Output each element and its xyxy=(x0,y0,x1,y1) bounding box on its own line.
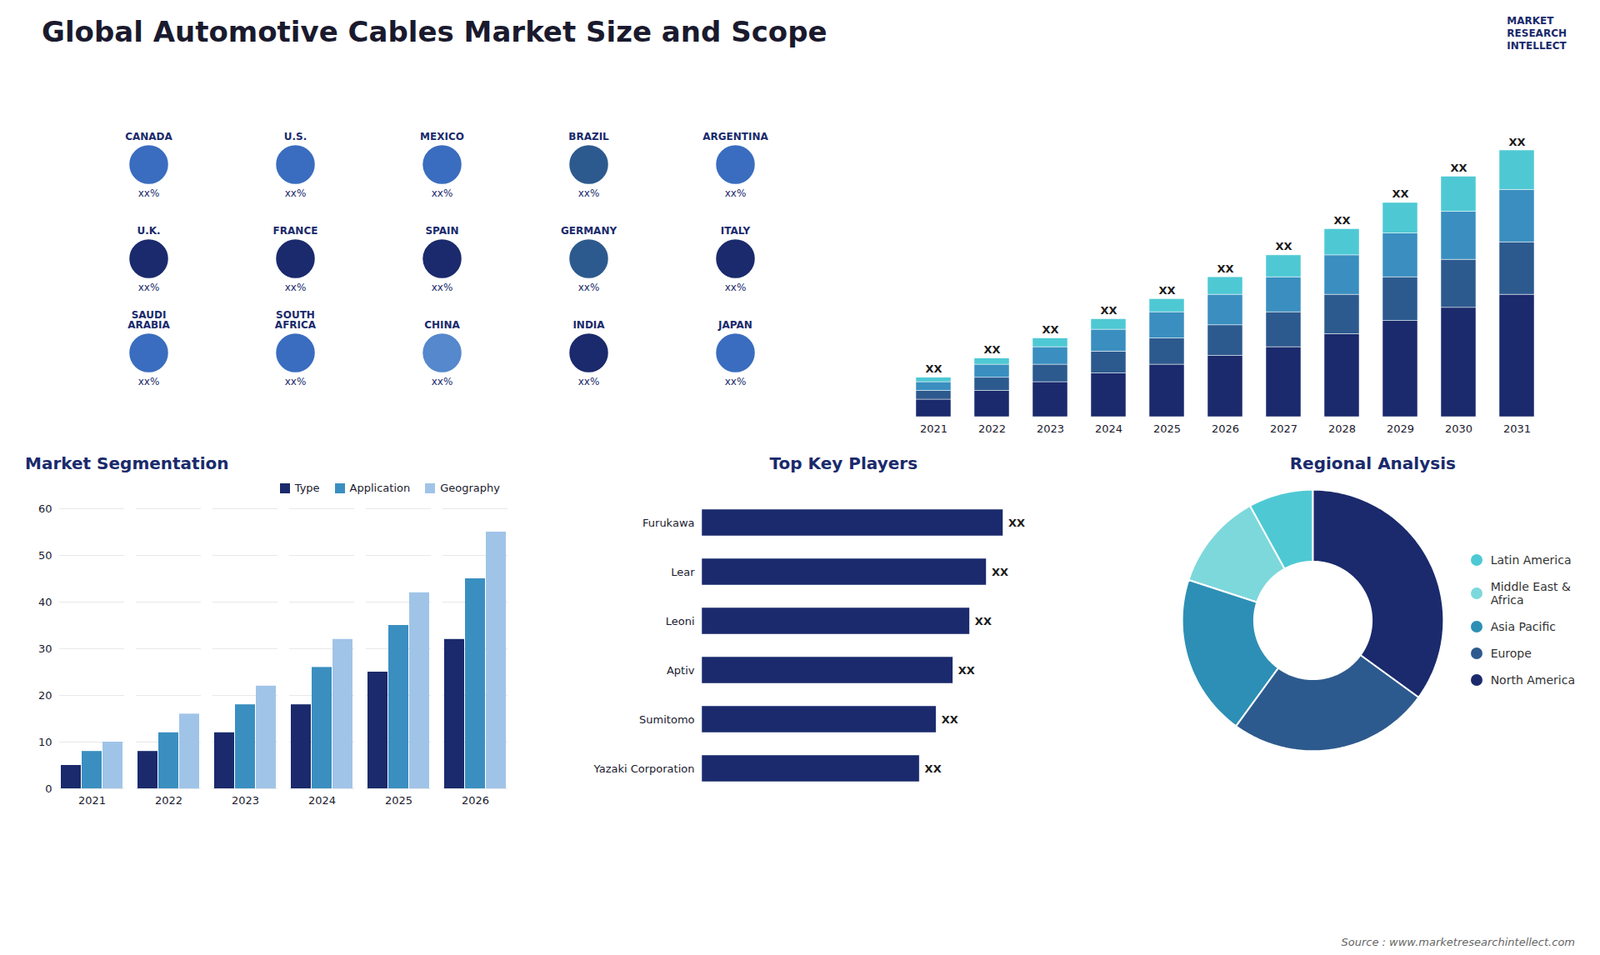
svg-text:FRANCE: FRANCE xyxy=(273,225,319,237)
html-text:Top Key Players: Top Key Players xyxy=(769,453,918,474)
svg-text:2026: 2026 xyxy=(1211,422,1240,435)
html-text:Regional Analysis: Regional Analysis xyxy=(1289,453,1456,474)
svg-text:2022: 2022 xyxy=(155,794,183,807)
svg-text:XX: XX xyxy=(975,615,992,628)
svg-text:2021: 2021 xyxy=(78,794,106,807)
svg-text:Furukawa: Furukawa xyxy=(642,516,695,530)
svg-text:XX: XX xyxy=(1275,240,1292,253)
html-text:Asia Pacific: Asia Pacific xyxy=(1490,620,1556,634)
svg-text:60: 60 xyxy=(38,502,53,515)
svg-text:XX: XX xyxy=(1100,304,1117,317)
svg-text:XX: XX xyxy=(925,362,942,375)
svg-text:2026: 2026 xyxy=(461,794,490,807)
svg-text:2023: 2023 xyxy=(1036,422,1065,435)
svg-text:50: 50 xyxy=(38,549,53,562)
svg-text:2021: 2021 xyxy=(920,422,948,435)
svg-text:Yazaki Corporation: Yazaki Corporation xyxy=(593,762,695,775)
svg-text:MEXICO: MEXICO xyxy=(420,130,465,143)
svg-text:Leoni: Leoni xyxy=(665,615,695,628)
html-text:Latin America: Latin America xyxy=(1490,553,1572,567)
svg-text:40: 40 xyxy=(38,595,53,609)
svg-text:XX: XX xyxy=(941,713,959,726)
svg-text:xx%: xx% xyxy=(431,281,454,294)
svg-text:SAUDIARABIA: SAUDIARABIA xyxy=(127,309,170,331)
svg-text:2029: 2029 xyxy=(1386,422,1415,435)
svg-text:XX: XX xyxy=(1158,284,1175,297)
svg-text:Sumitomo: Sumitomo xyxy=(639,713,695,726)
svg-text:30: 30 xyxy=(38,642,53,655)
svg-text:XX: XX xyxy=(1216,262,1234,275)
svg-text:2027: 2027 xyxy=(1270,422,1298,435)
svg-text:XX: XX xyxy=(925,762,942,775)
svg-text:ITALY: ITALY xyxy=(720,225,751,237)
svg-text:2022: 2022 xyxy=(978,422,1006,435)
svg-text:xx%: xx% xyxy=(285,375,307,388)
svg-text:20: 20 xyxy=(38,689,53,702)
svg-text:GERMANY: GERMANY xyxy=(560,225,618,237)
html-text:Application: Application xyxy=(349,481,411,494)
svg-text:xx%: xx% xyxy=(578,375,600,388)
svg-text:xx%: xx% xyxy=(578,187,600,200)
svg-text:SPAIN: SPAIN xyxy=(425,225,459,237)
svg-text:INDIA: INDIA xyxy=(572,319,605,331)
html-text:Geography: Geography xyxy=(440,481,500,494)
html-text:MARKET RESEARCH INTELLECT: MARKET RESEARCH INTELLECT xyxy=(1506,15,1567,52)
svg-text:XX: XX xyxy=(983,343,1000,356)
svg-text:xx%: xx% xyxy=(725,375,747,388)
svg-text:XX: XX xyxy=(1333,214,1350,227)
svg-text:10: 10 xyxy=(38,735,53,749)
svg-text:xx%: xx% xyxy=(431,187,454,200)
svg-text:CHINA: CHINA xyxy=(424,319,460,331)
svg-text:U.K.: U.K. xyxy=(136,225,160,237)
svg-text:xx%: xx% xyxy=(285,187,307,200)
svg-text:2031: 2031 xyxy=(1503,422,1531,435)
html-text:Source : www.marketresearchint: Source : www.marketresearchintellect.com xyxy=(1341,935,1575,949)
svg-text:2023: 2023 xyxy=(231,794,260,807)
svg-text:2028: 2028 xyxy=(1328,422,1356,435)
html-text:Market Segmentation: Market Segmentation xyxy=(25,453,229,474)
svg-text:ARGENTINA: ARGENTINA xyxy=(702,130,769,143)
svg-text:JAPAN: JAPAN xyxy=(717,319,753,331)
svg-text:xx%: xx% xyxy=(725,187,747,200)
svg-text:xx%: xx% xyxy=(138,375,160,388)
svg-text:XX: XX xyxy=(991,565,1009,579)
svg-text:xx%: xx% xyxy=(431,375,454,388)
html-text:Europe: Europe xyxy=(1490,646,1532,660)
svg-text:xx%: xx% xyxy=(578,281,600,294)
html-text:North America: North America xyxy=(1490,673,1575,687)
svg-text:2025: 2025 xyxy=(385,794,413,807)
svg-text:xx%: xx% xyxy=(725,281,747,294)
svg-text:XX: XX xyxy=(1450,161,1467,175)
svg-text:2030: 2030 xyxy=(1445,422,1473,435)
svg-text:XX: XX xyxy=(1391,187,1409,200)
svg-text:XX: XX xyxy=(1008,516,1025,530)
svg-text:XX: XX xyxy=(1508,135,1525,149)
svg-text:xx%: xx% xyxy=(285,281,307,294)
svg-text:Aptiv: Aptiv xyxy=(666,664,695,677)
svg-text:2024: 2024 xyxy=(1095,422,1123,435)
html-text:Type: Type xyxy=(294,481,320,494)
svg-text:XX: XX xyxy=(1041,323,1059,336)
svg-text:BRAZIL: BRAZIL xyxy=(568,130,610,143)
svg-text:XX: XX xyxy=(958,664,975,677)
svg-text:2025: 2025 xyxy=(1153,422,1181,435)
svg-text:CANADA: CANADA xyxy=(125,130,173,143)
html-text:Global Automotive Cables Marke: Global Automotive Cables Market Size and… xyxy=(41,15,828,49)
svg-text:Lear: Lear xyxy=(670,565,695,579)
svg-text:SOUTHAFRICA: SOUTHAFRICA xyxy=(275,309,317,331)
svg-text:U.S.: U.S. xyxy=(284,130,308,143)
svg-text:xx%: xx% xyxy=(138,187,160,200)
svg-text:0: 0 xyxy=(45,782,52,795)
html-text:Middle East & Africa: Middle East & Africa xyxy=(1490,580,1571,607)
svg-text:2024: 2024 xyxy=(308,794,336,807)
svg-text:xx%: xx% xyxy=(138,281,160,294)
